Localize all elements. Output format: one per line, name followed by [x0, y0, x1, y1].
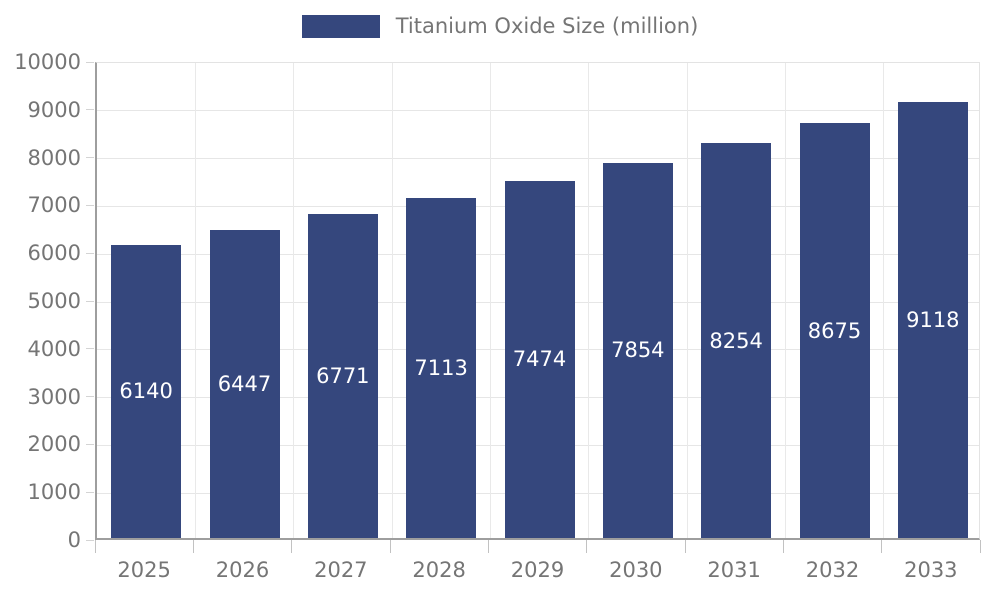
y-axis-label: 8000 — [27, 145, 81, 170]
y-axis-tick — [86, 443, 94, 445]
bar-value-label: 9118 — [906, 308, 960, 333]
y-axis-label: 1000 — [27, 480, 81, 505]
y-axis-tick — [86, 348, 94, 350]
bar-2029: 7474 — [504, 180, 575, 538]
gridline-horizontal — [97, 158, 979, 160]
chart-legend: Titanium Oxide Size (million) — [0, 14, 1000, 38]
y-axis-tick — [86, 396, 94, 398]
y-axis-label: 5000 — [27, 289, 81, 313]
x-axis-label: 2028 — [412, 558, 466, 582]
bar-value-label: 7854 — [611, 338, 665, 363]
x-axis-label: 2032 — [805, 558, 860, 582]
y-axis-label: 4000 — [27, 336, 81, 361]
gridline-vertical — [588, 63, 590, 538]
x-axis-tick — [94, 540, 96, 553]
x-axis-tick — [782, 540, 784, 553]
bar-2028: 7113 — [406, 198, 477, 538]
y-axis-label: 6000 — [27, 241, 81, 266]
x-axis-tick — [684, 540, 686, 553]
y-axis-tick — [86, 491, 94, 493]
bar-value-label: 6447 — [217, 371, 272, 396]
gridline-vertical — [883, 63, 885, 538]
y-axis-tick — [86, 109, 94, 111]
x-axis-label: 2026 — [215, 558, 270, 582]
gridline-vertical — [194, 63, 196, 538]
legend-label: Titanium Oxide Size (million) — [395, 14, 699, 38]
x-axis-tick — [291, 540, 293, 553]
x-axis-tick — [881, 540, 883, 553]
bar-2027: 6771 — [307, 214, 378, 538]
bar-2033: 9118 — [897, 102, 968, 538]
x-axis-label: 2029 — [510, 558, 565, 582]
bar-value-label: 8675 — [807, 318, 862, 343]
bar-value-label: 6771 — [316, 364, 370, 389]
gridline-vertical — [293, 63, 295, 538]
y-axis-tick — [86, 157, 94, 159]
gridline-vertical — [489, 63, 491, 538]
bar-value-label: 7113 — [414, 356, 468, 380]
bar-value-label: 8254 — [709, 328, 763, 353]
x-axis-label: 2033 — [904, 558, 958, 582]
x-axis-tick — [487, 540, 489, 553]
legend-swatch — [301, 14, 380, 38]
gridline-vertical — [391, 63, 393, 538]
x-axis-label: 2025 — [117, 558, 171, 582]
x-axis-tick — [389, 540, 391, 553]
gridline-vertical — [784, 63, 786, 538]
y-axis-label: 3000 — [27, 384, 81, 409]
x-axis-label: 2031 — [707, 558, 761, 582]
y-axis-label: 10000 — [14, 50, 81, 74]
bar-value-label: 6140 — [119, 379, 173, 404]
x-axis-label: 2030 — [609, 558, 663, 582]
y-axis-tick — [86, 300, 94, 302]
gridline-vertical — [686, 63, 688, 538]
bar-2025: 6140 — [111, 244, 182, 538]
gridline-horizontal — [97, 110, 979, 112]
y-axis-label: 0 — [67, 528, 81, 552]
bar-2032: 8675 — [799, 123, 870, 538]
x-axis-label: 2027 — [314, 558, 368, 582]
bar-2030: 7854 — [602, 162, 673, 538]
x-axis-tick — [192, 540, 194, 553]
y-axis-tick — [86, 252, 94, 254]
x-axis-tick — [979, 540, 981, 553]
y-axis-tick — [86, 204, 94, 206]
plot-area: 6140 6447 6771 7113 7474 7854 8254 8675 9118 — [95, 62, 980, 540]
y-axis-label: 7000 — [27, 193, 81, 218]
y-axis-label: 2000 — [27, 432, 81, 457]
y-axis-tick — [86, 61, 94, 63]
bar-2026: 6447 — [209, 229, 280, 538]
y-axis-tick — [86, 539, 94, 541]
bar-2031: 8254 — [701, 143, 772, 538]
y-axis-label: 9000 — [27, 97, 81, 122]
bar-value-label: 7474 — [512, 347, 567, 372]
x-axis-tick — [586, 540, 588, 553]
